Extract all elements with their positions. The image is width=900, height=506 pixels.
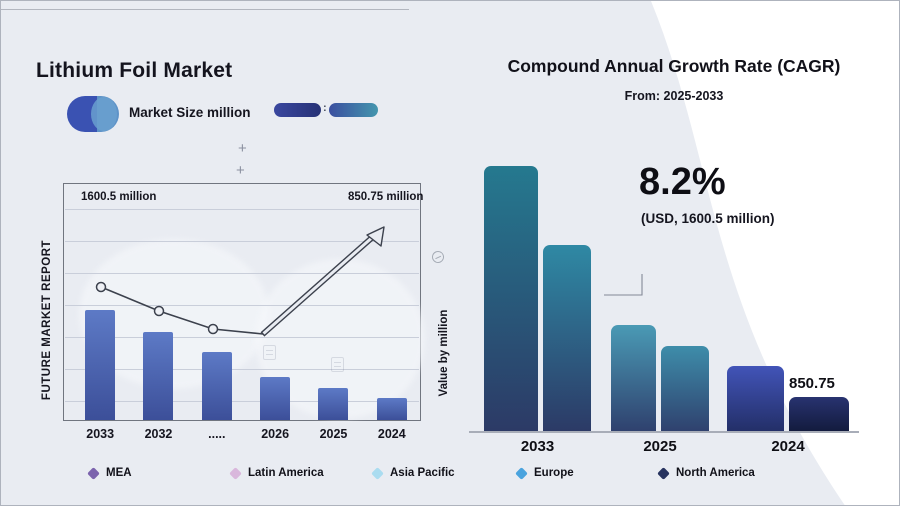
cagr-bar-group-2025 bbox=[611, 325, 709, 431]
chart-max-value-label: 1600.5 million bbox=[81, 191, 157, 203]
pill-separator: : bbox=[323, 102, 327, 114]
cagr-bar-group-2033 bbox=[484, 166, 591, 431]
legend-label: MEA bbox=[106, 467, 132, 479]
legend-label: North America bbox=[676, 467, 755, 479]
market-size-bar-2025 bbox=[318, 388, 349, 420]
legend-diamond-icon bbox=[515, 466, 528, 480]
legend-item-north-america: North America bbox=[657, 466, 755, 480]
step-bracket-decoration bbox=[604, 274, 643, 296]
cylinder-icon bbox=[67, 96, 119, 132]
cagr-bar bbox=[543, 245, 591, 431]
cagr-subtitle: From: 2025-2033 bbox=[624, 89, 724, 103]
cagr-x-axis-label: 2025 bbox=[643, 438, 677, 455]
x-axis-label: 2026 bbox=[261, 427, 290, 441]
cagr-percentage: 8.2% bbox=[639, 161, 726, 203]
legend-label: Latin America bbox=[248, 467, 324, 479]
cagr-x-axis-label: 2024 bbox=[771, 438, 805, 455]
background-top-line bbox=[1, 9, 409, 10]
cagr-x-axis-line bbox=[469, 431, 859, 433]
clipboard-watermark-icon bbox=[263, 345, 276, 360]
clipboard-watermark-icon bbox=[331, 357, 344, 372]
legend-diamond-icon bbox=[229, 466, 242, 480]
market-size-x-axis: 2033 2032..... 2026 2025 2024 bbox=[71, 427, 421, 441]
legend-item-asia-pacific: Asia Pacific bbox=[371, 466, 455, 480]
cagr-bar bbox=[484, 166, 538, 431]
market-size-bar-2026 bbox=[260, 377, 291, 420]
cagr-title: Compound Annual Growth Rate (CAGR) bbox=[507, 56, 841, 76]
plus-decoration-icon: + bbox=[236, 162, 245, 179]
cagr-bar bbox=[789, 397, 849, 431]
y-axis-title: Value by million bbox=[438, 309, 450, 397]
legend-diamond-icon bbox=[371, 466, 384, 480]
trend-line-and-arrow bbox=[95, 226, 385, 337]
cagr-bar-group-2024 bbox=[727, 366, 849, 431]
gridlines bbox=[65, 209, 419, 408]
legend-diamond-icon bbox=[657, 466, 670, 480]
cagr-bar bbox=[727, 366, 784, 431]
cagr-bar bbox=[611, 325, 656, 431]
legend-item-latin-america: Latin America bbox=[229, 466, 324, 480]
market-size-label: Market Size million bbox=[129, 105, 251, 120]
x-axis-label: 2033 bbox=[86, 427, 115, 441]
x-axis-label: 2024 bbox=[377, 427, 406, 441]
legend-label: Asia Pacific bbox=[390, 467, 455, 479]
pill-badge-teal bbox=[329, 103, 378, 117]
legend-label: Europe bbox=[534, 467, 574, 479]
pill-badge-dark bbox=[274, 103, 321, 117]
cagr-detail: (USD, 1600.5 million) bbox=[641, 211, 775, 226]
x-axis-label: 2025 bbox=[319, 427, 348, 441]
cagr-bar bbox=[661, 346, 709, 431]
cagr-2024-value-label: 850.75 bbox=[789, 375, 835, 392]
page-title: Lithium Foil Market bbox=[36, 59, 233, 82]
legend-item-mea: MEA bbox=[87, 466, 132, 480]
legend-diamond-icon bbox=[87, 466, 100, 480]
market-size-bars bbox=[71, 183, 421, 420]
market-size-bar-2032 bbox=[143, 332, 174, 420]
cagr-bar-chart: 2033 2025 2024 bbox=[471, 161, 857, 455]
x-axis-label: 2032 bbox=[144, 427, 173, 441]
watermark-vertical-label: FUTURE MARKET REPORT bbox=[41, 239, 53, 401]
chart-min-value-label: 850.75 million bbox=[348, 191, 424, 203]
x-axis-label: ..... bbox=[208, 427, 226, 441]
plus-decoration-icon: + bbox=[238, 140, 247, 157]
market-size-bar-..... bbox=[201, 352, 232, 420]
market-size-bar-2033 bbox=[85, 310, 116, 420]
legend-item-europe: Europe bbox=[515, 466, 574, 480]
market-size-bar-2024 bbox=[376, 398, 407, 420]
cagr-x-axis-label: 2033 bbox=[520, 438, 555, 455]
